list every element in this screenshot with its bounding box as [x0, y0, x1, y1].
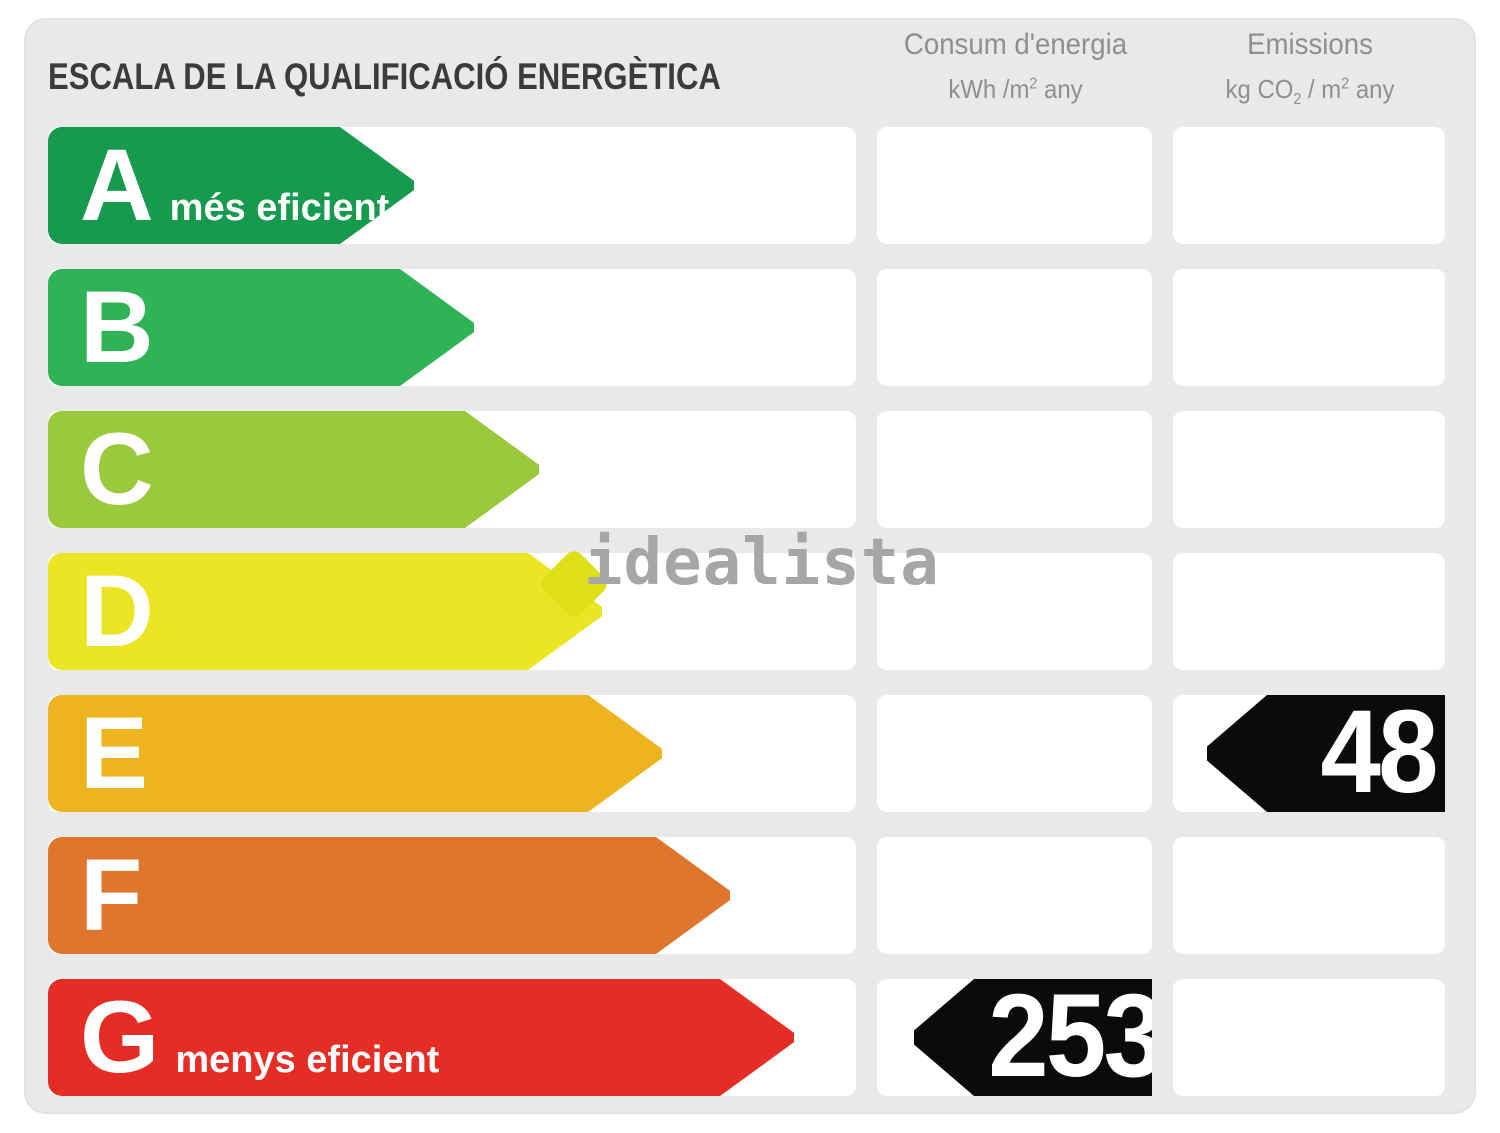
emissions-unit-sub: 2 [1293, 91, 1302, 109]
rating-letter-g: G [80, 980, 160, 1094]
rating-bar-b: B [48, 269, 476, 386]
consum-cell-a [877, 127, 1152, 244]
emissions-unit-prefix: kg CO [1225, 74, 1294, 104]
least-efficient-label: menys eficient [175, 1039, 440, 1081]
emissions-cell-f [1173, 837, 1445, 954]
emissions-unit-sup: 2 [1341, 75, 1350, 93]
consum-cell-g: 253 [877, 979, 1152, 1096]
rating-row-f: F [48, 837, 1445, 954]
column-header-emissions: Emissions kg CO2 / m2 any [1174, 28, 1446, 109]
consum-value-flag: 253 [914, 979, 1152, 1096]
rating-letter-c: C [80, 412, 154, 526]
consum-cell-d [877, 553, 1152, 670]
emissions-cell-b [1173, 269, 1445, 386]
consum-header-units: kWh /m2 any [889, 74, 1142, 105]
rating-letter-a: A [80, 128, 154, 242]
bar-cell-f: F [48, 837, 856, 954]
consum-unit-prefix: kWh /m [948, 74, 1030, 104]
rating-letter-d: D [80, 554, 154, 668]
consum-cell-e [877, 695, 1152, 812]
idealista-watermark: idealista [537, 526, 940, 621]
rating-bar-c: C [48, 411, 541, 528]
rating-letter-b: B [80, 270, 154, 384]
consum-cell-c [877, 411, 1152, 528]
emissions-unit-mid: / m [1301, 74, 1342, 104]
consum-header-label: Consum d'energia [903, 28, 1128, 61]
rating-row-b: B [48, 269, 1445, 386]
column-header-consum: Consum d'energia kWh /m2 any [878, 28, 1153, 105]
emissions-cell-g [1173, 979, 1445, 1096]
bar-cell-d: D [48, 553, 856, 670]
bar-cell-b: B [48, 269, 856, 386]
rating-bar-d: D [48, 553, 604, 670]
consum-unit-suffix: any [1037, 74, 1083, 104]
certificate-panel: ESCALA DE LA QUALIFICACIÓ ENERGÈTICA Con… [24, 18, 1476, 1114]
emissions-cell-d [1173, 553, 1445, 670]
idealista-watermark-text: idealista [584, 526, 940, 600]
emissions-unit-suffix: any [1349, 74, 1395, 104]
consum-cell-f [877, 837, 1152, 954]
rating-bar-e: E [48, 695, 664, 812]
rating-row-d: D [48, 553, 1445, 670]
consum-value: 253 [988, 970, 1162, 1102]
rating-bar-f: F [48, 837, 732, 954]
bar-cell-e: E [48, 695, 856, 812]
rating-letter-e: E [80, 696, 149, 810]
emissions-cell-a [1173, 127, 1445, 244]
emissions-header-label: Emissions [1247, 28, 1373, 61]
bar-cell-c: C [48, 411, 856, 528]
rating-row-e: E 48 [48, 695, 1445, 812]
page-title: ESCALA DE LA QUALIFICACIÓ ENERGÈTICA [48, 56, 721, 97]
consum-unit-sup: 2 [1029, 75, 1038, 93]
emissions-value: 48 [1320, 686, 1439, 818]
emissions-header-units: kg CO2 / m2 any [1185, 74, 1435, 109]
rating-row-c: C [48, 411, 1445, 528]
emissions-value-flag: 48 [1207, 695, 1445, 812]
consum-cell-b [877, 269, 1152, 386]
rating-letter-f: F [80, 838, 143, 952]
emissions-cell-e: 48 [1173, 695, 1445, 812]
most-efficient-label: més eficient [169, 187, 390, 229]
emissions-cell-c [1173, 411, 1445, 528]
